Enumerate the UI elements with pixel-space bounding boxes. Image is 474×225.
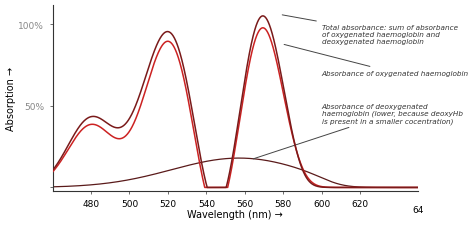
Y-axis label: Absorption →: Absorption →	[6, 66, 16, 130]
Text: 64: 64	[412, 205, 424, 214]
X-axis label: Wavelength (nm) →: Wavelength (nm) →	[187, 209, 283, 219]
Text: Total absorbance: sum of absorbance
of oxygenated haemoglobin and
deoxygenated h: Total absorbance: sum of absorbance of o…	[282, 16, 458, 45]
Text: Absorbance of oxygenated haemoglobin: Absorbance of oxygenated haemoglobin	[284, 45, 469, 77]
Text: Absorbance of deoxygenated
haemoglobin (lower, because deoxyHb
is present in a s: Absorbance of deoxygenated haemoglobin (…	[253, 103, 463, 159]
